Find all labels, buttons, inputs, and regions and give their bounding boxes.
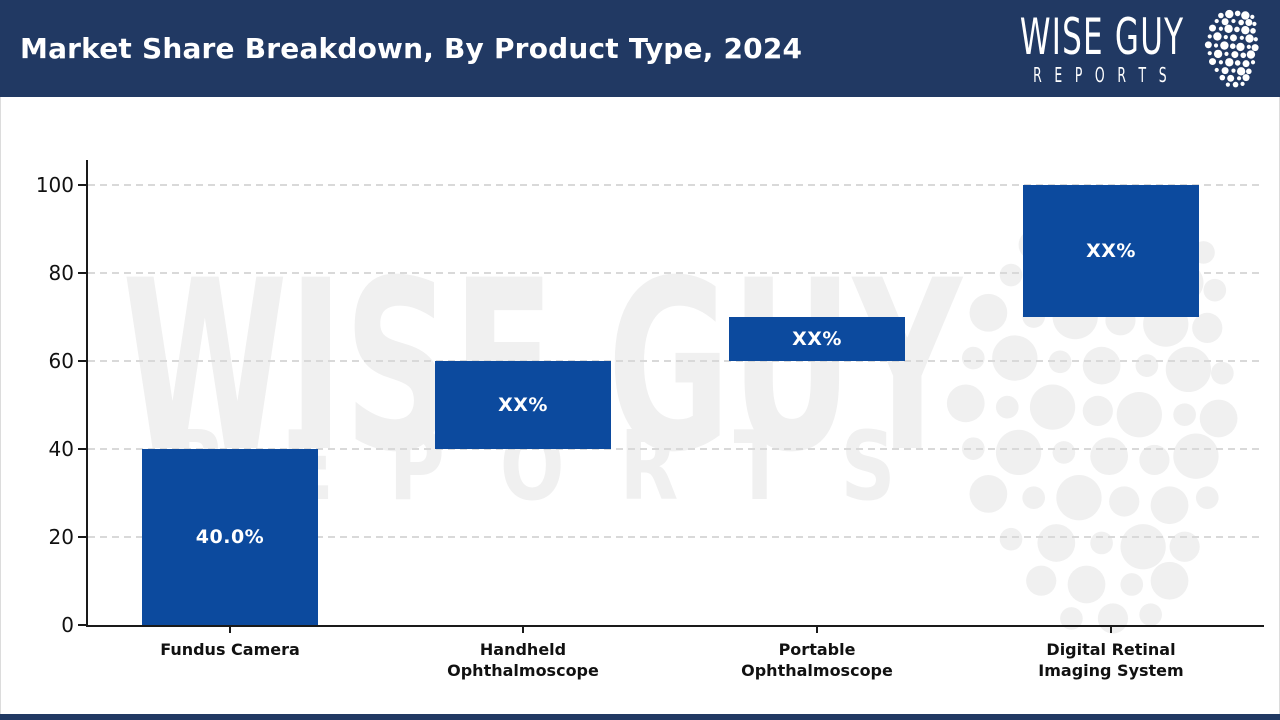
y-tick [78,624,86,626]
y-tick [78,448,86,450]
bar-handheld: XX% [435,361,611,449]
bar-value-label: XX% [792,328,842,350]
x-category-label: Handheld Ophthalmoscope [447,640,599,680]
y-axis-line [86,160,88,627]
x-category-label: Fundus Camera [160,640,300,659]
y-tick [78,360,86,362]
chart-title: Market Share Breakdown, By Product Type,… [20,32,803,65]
x-tick [816,627,818,633]
bar-value-label: XX% [498,394,548,416]
gridline [88,360,1264,362]
y-tick-label: 80 [48,261,74,285]
x-tick [522,627,524,633]
y-tick-label: 0 [61,613,74,637]
brand-logo: WISE GUY R E P O R T S [919,6,1260,92]
gridline [88,448,1264,450]
bar-digital-retinal: XX% [1023,185,1199,317]
y-tick-label: 60 [48,349,74,373]
y-tick-label: 40 [48,437,74,461]
brand-face-icon [1186,8,1260,90]
y-tick-label: 100 [35,173,74,197]
x-category-label: Digital Retinal Imaging System [1038,640,1184,680]
gridline [88,536,1264,538]
x-category-label: Portable Ophthalmoscope [741,640,893,680]
x-axis-line [86,625,1264,627]
bar-value-label: XX% [1086,240,1136,262]
footer-bar [0,714,1280,720]
x-tick [229,627,231,633]
y-tick [78,536,86,538]
bar-portable: XX% [729,317,905,361]
bar-fundus-camera: 40.0% [142,449,318,625]
y-tick-label: 20 [48,525,74,549]
brand-wordmark: WISE GUY R E P O R T S [1020,12,1184,86]
brand-name-text: WISE GUY [1019,7,1184,66]
bar-value-label: 40.0% [195,526,265,548]
gridline [88,272,1264,274]
y-tick [78,184,86,186]
x-tick [1110,627,1112,633]
brand-subtitle-text: R E P O R T S [1032,62,1171,87]
y-tick [78,272,86,274]
header-banner: Market Share Breakdown, By Product Type,… [0,0,1280,97]
gridline [88,184,1264,186]
